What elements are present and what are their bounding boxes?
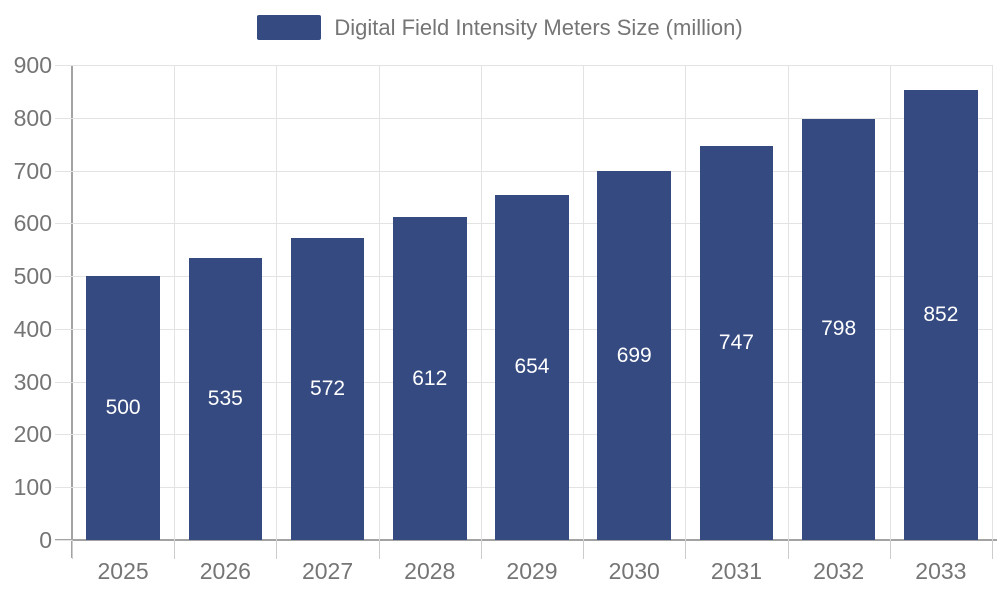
bar-2029[interactable]: 654 <box>495 194 569 540</box>
gridline-vertical <box>174 65 176 540</box>
bar-value-label: 654 <box>514 355 550 379</box>
x-axis-category-label: 2025 <box>97 558 149 584</box>
bar-value-label: 747 <box>718 330 754 354</box>
bar-2030[interactable]: 699 <box>597 171 672 540</box>
x-axis-tick <box>583 540 585 559</box>
x-axis-tick <box>276 540 278 559</box>
bar-2028[interactable]: 612 <box>392 217 467 540</box>
bar-value-label: 572 <box>310 377 346 401</box>
x-axis-category-label: 2028 <box>404 558 456 584</box>
bar-2026[interactable]: 535 <box>188 257 263 540</box>
y-axis-tick <box>55 328 72 330</box>
y-axis-tick-label: 700 <box>13 157 52 184</box>
x-axis-category-label: 2029 <box>506 558 558 584</box>
y-axis-tick <box>55 487 72 489</box>
y-axis-line <box>71 65 73 558</box>
y-axis-tick-label: 900 <box>13 52 52 78</box>
x-axis-category-label: 2033 <box>915 558 967 584</box>
y-axis-tick <box>55 434 72 436</box>
bar-value-label: 798 <box>821 317 857 341</box>
bar-value-label: 612 <box>412 366 448 390</box>
y-axis-tick-label: 0 <box>39 527 52 553</box>
x-axis-category-label: 2032 <box>813 558 865 584</box>
bar-2027[interactable]: 572 <box>290 238 365 540</box>
gridline-horizontal <box>72 170 992 172</box>
gridline-horizontal <box>72 117 992 119</box>
bar-2032[interactable]: 798 <box>801 118 876 540</box>
y-axis-tick <box>55 276 72 278</box>
y-axis-tick-label: 800 <box>13 104 52 131</box>
bar-value-label: 699 <box>616 343 652 367</box>
y-axis-tick <box>55 540 72 541</box>
x-axis-category-label: 2027 <box>301 558 354 584</box>
x-axis-category-label: 2026 <box>199 558 251 584</box>
gridline-vertical <box>583 65 585 540</box>
bar-2025[interactable]: 500 <box>86 276 160 540</box>
bar-value-label: 500 <box>105 396 141 420</box>
plot-area: 500 535 572 612 654 699 747 798 852 <box>72 65 993 540</box>
y-axis-tick-label: 300 <box>13 368 52 395</box>
y-axis-tick <box>55 65 72 66</box>
gridline-vertical <box>378 65 380 540</box>
y-axis-tick-label: 100 <box>13 474 52 501</box>
x-axis-line <box>55 539 997 541</box>
bar-value-label: 852 <box>923 303 959 327</box>
x-axis-tick <box>378 540 380 559</box>
gridline-vertical <box>787 65 789 540</box>
gridline-vertical <box>685 65 687 540</box>
x-axis-tick <box>685 540 687 559</box>
x-axis-tick <box>992 540 993 559</box>
x-axis-tick <box>787 540 789 559</box>
y-axis-tick-label: 200 <box>13 421 52 448</box>
x-axis-tick <box>889 540 891 559</box>
gridline-vertical <box>480 65 482 540</box>
y-axis-tick <box>55 117 72 119</box>
gridline-vertical <box>276 65 278 540</box>
x-axis-tick <box>72 540 73 559</box>
x-axis-category-label: 2031 <box>710 558 763 584</box>
legend-label: Digital Field Intensity Meters Size (mil… <box>334 15 743 40</box>
bar-2031[interactable]: 747 <box>699 145 774 540</box>
gridline-vertical <box>889 65 891 540</box>
x-axis-tick <box>480 540 482 559</box>
y-axis-tick-label: 500 <box>13 263 52 290</box>
bar-value-label: 535 <box>207 386 243 410</box>
gridline-vertical <box>992 65 993 540</box>
y-axis-tick <box>55 223 72 225</box>
y-axis-tick <box>55 170 72 172</box>
x-axis-tick <box>174 540 176 559</box>
bar-2033[interactable]: 852 <box>904 90 978 540</box>
y-axis-tick <box>55 381 72 383</box>
y-axis-tick-label: 600 <box>13 210 52 237</box>
legend-swatch <box>257 15 322 40</box>
x-axis-category-label: 2030 <box>608 558 660 584</box>
y-axis-tick-label: 400 <box>13 315 52 342</box>
gridline-horizontal <box>72 65 992 66</box>
legend-item[interactable]: Digital Field Intensity Meters Size (mil… <box>0 15 1000 40</box>
